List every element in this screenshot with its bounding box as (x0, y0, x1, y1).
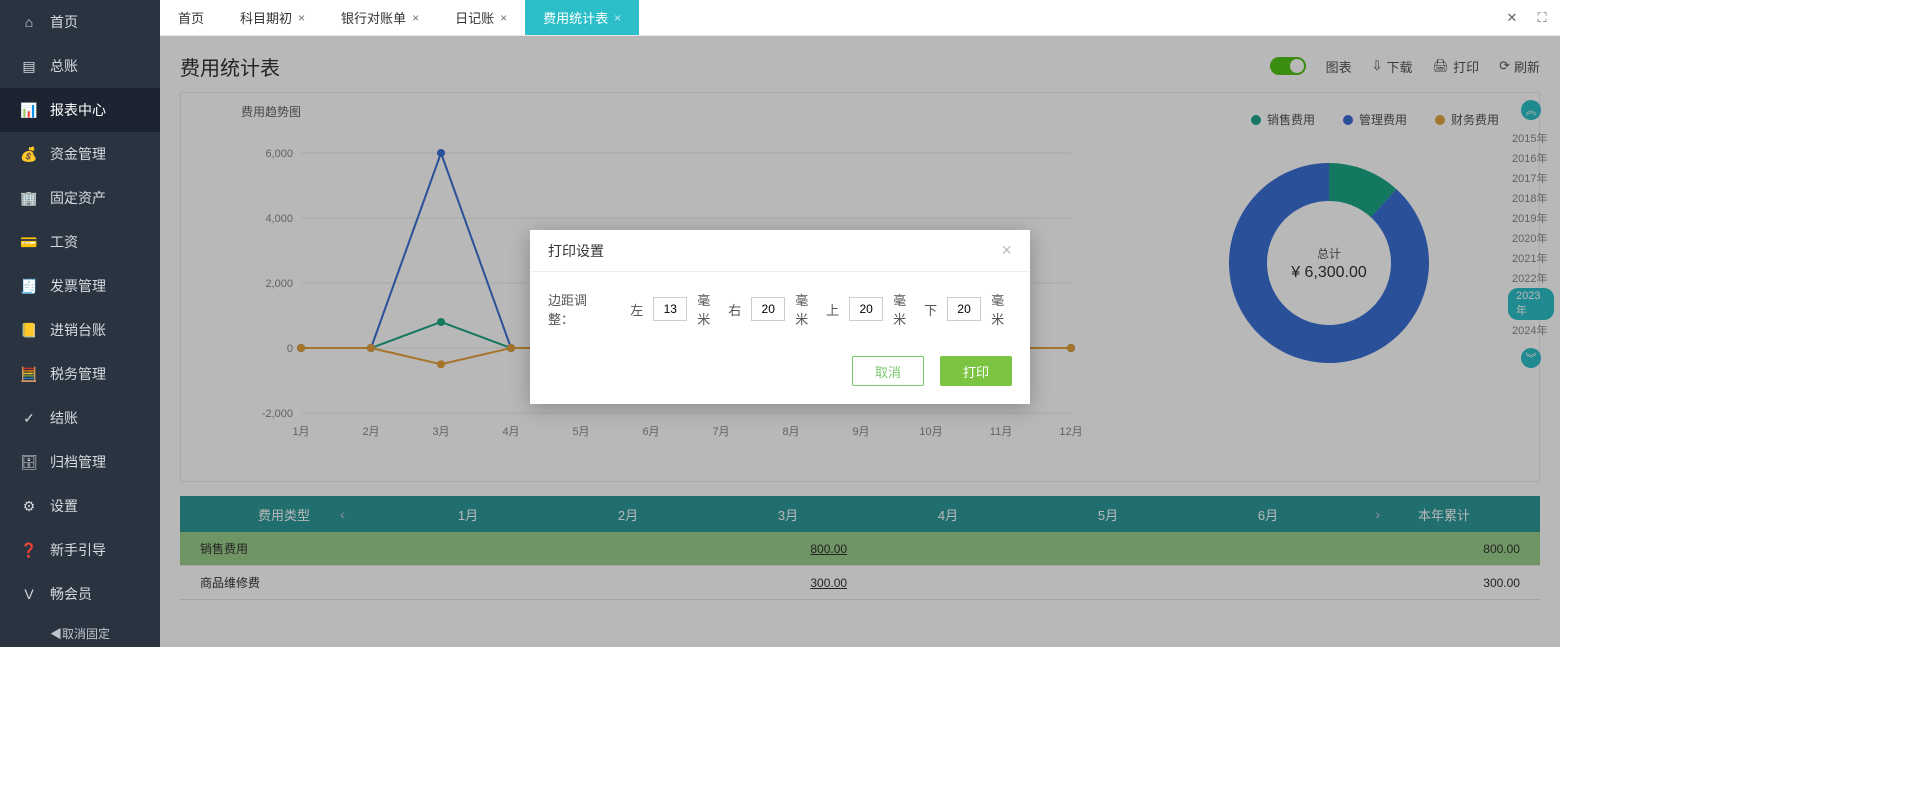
print-confirm-button[interactable]: 打印 (940, 356, 1012, 386)
home-icon: ⌂ (20, 13, 38, 31)
close-book-icon: ✓ (20, 409, 38, 427)
invoice-icon: 🧾 (20, 277, 38, 295)
sidebar-item-gear[interactable]: ⚙ 设置 (0, 484, 160, 528)
tab-close-icon[interactable]: × (412, 11, 419, 25)
sidebar-item-close-book[interactable]: ✓ 结账 (0, 396, 160, 440)
sidebar-item-salary[interactable]: 💳 工资 (0, 220, 160, 264)
margin-top-input[interactable] (849, 297, 883, 321)
modal-title: 打印设置 (548, 241, 604, 261)
sidebar-item-ledger[interactable]: 📒 进销台账 (0, 308, 160, 352)
sidebar-item-label: 首页 (50, 12, 78, 32)
archive-icon: 🗄 (20, 453, 38, 471)
sidebar-item-label: 工资 (50, 232, 78, 252)
fullscreen-icon[interactable]: ⛶ (1532, 8, 1552, 28)
vip-icon: V (20, 585, 38, 603)
sidebar-item-book[interactable]: ▤ 总账 (0, 44, 160, 88)
sidebar-item-guide[interactable]: ❓ 新手引导 (0, 528, 160, 572)
wallet-icon: 💰 (20, 145, 38, 163)
modal-close-icon[interactable]: × (1001, 240, 1012, 261)
sidebar-item-label: 报表中心 (50, 100, 106, 120)
gear-icon: ⚙ (20, 497, 38, 515)
sidebar-item-label: 固定资产 (50, 188, 106, 208)
margin-label: 边距调整： (548, 290, 600, 328)
sidebar-item-invoice[interactable]: 🧾 发票管理 (0, 264, 160, 308)
margin-bottom-input[interactable] (947, 297, 981, 321)
sidebar-item-tax[interactable]: 🧮 税务管理 (0, 352, 160, 396)
sidebar-item-label: 发票管理 (50, 276, 106, 296)
margin-right-input[interactable] (751, 297, 785, 321)
sidebar-item-vip[interactable]: V 畅会员 (0, 572, 160, 616)
book-icon: ▤ (20, 57, 38, 75)
sidebar-item-label: 归档管理 (50, 452, 106, 472)
sidebar-item-label: 新手引导 (50, 540, 106, 560)
sidebar: ⌂ 首页 ▤ 总账 📊 报表中心 💰 资金管理 🏢 固定资产 💳 工资 🧾 发票管理 📒 进销台账 🧮 税务管理 ✓… (0, 0, 160, 647)
close-all-tabs-icon[interactable]: ✕ (1502, 8, 1522, 28)
sidebar-item-label: 设置 (50, 496, 78, 516)
sidebar-item-label: 结账 (50, 408, 78, 428)
tab-首页[interactable]: 首页 (160, 0, 222, 35)
tab-close-icon[interactable]: × (614, 11, 621, 25)
print-settings-modal: 打印设置 × 边距调整： 左 毫米 右 毫米 上 毫米 下 毫米 取消 打印 (530, 230, 1030, 404)
sidebar-item-wallet[interactable]: 💰 资金管理 (0, 132, 160, 176)
sidebar-item-label: 进销台账 (50, 320, 106, 340)
tab-close-icon[interactable]: × (500, 11, 507, 25)
salary-icon: 💳 (20, 233, 38, 251)
asset-icon: 🏢 (20, 189, 38, 207)
sidebar-item-archive[interactable]: 🗄 归档管理 (0, 440, 160, 484)
tab-close-icon[interactable]: × (298, 11, 305, 25)
tab-费用统计表[interactable]: 费用统计表× (525, 0, 639, 35)
guide-icon: ❓ (20, 541, 38, 559)
sidebar-item-label: 畅会员 (50, 584, 92, 604)
ledger-icon: 📒 (20, 321, 38, 339)
sidebar-item-label: 税务管理 (50, 364, 106, 384)
sidebar-item-label: 资金管理 (50, 144, 106, 164)
tab-日记账[interactable]: 日记账× (437, 0, 525, 35)
tabbar: 首页科目期初×银行对账单×日记账×费用统计表× ✕ ⛶ (160, 0, 1560, 36)
sidebar-pin-toggle[interactable]: ◀取消固定 (0, 619, 160, 647)
sidebar-item-asset[interactable]: 🏢 固定资产 (0, 176, 160, 220)
cancel-button[interactable]: 取消 (852, 356, 924, 386)
tax-icon: 🧮 (20, 365, 38, 383)
sidebar-item-chart[interactable]: 📊 报表中心 (0, 88, 160, 132)
sidebar-item-home[interactable]: ⌂ 首页 (0, 0, 160, 44)
tab-科目期初[interactable]: 科目期初× (222, 0, 323, 35)
chart-icon: 📊 (20, 101, 38, 119)
margin-left-input[interactable] (653, 297, 687, 321)
sidebar-item-label: 总账 (50, 56, 78, 76)
tab-银行对账单[interactable]: 银行对账单× (323, 0, 437, 35)
